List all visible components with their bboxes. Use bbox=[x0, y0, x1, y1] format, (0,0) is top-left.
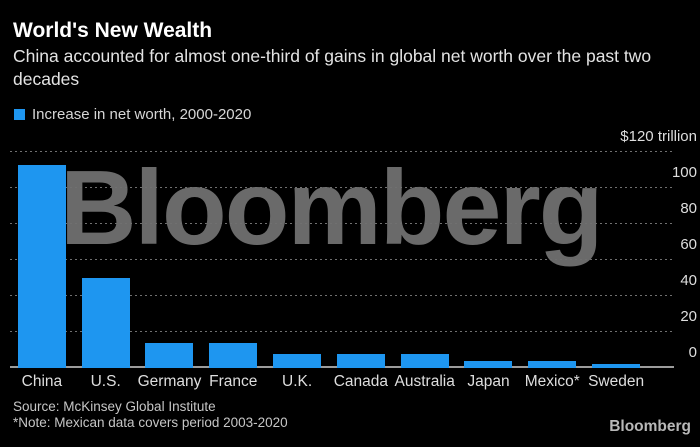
x-label-sweden: Sweden bbox=[588, 373, 645, 390]
y-tick-label-40: 40 bbox=[680, 272, 697, 289]
bar-canada bbox=[336, 353, 385, 368]
legend-label: Increase in net worth, 2000-2020 bbox=[32, 106, 252, 123]
x-label-uk: U.K. bbox=[282, 373, 313, 390]
x-label-us: U.S. bbox=[90, 373, 121, 390]
bar-column-mexico bbox=[520, 151, 584, 368]
source-block: Source: McKinsey Global Institute *Note:… bbox=[13, 399, 288, 430]
y-tick-label-20: 20 bbox=[680, 308, 697, 325]
bar-uk bbox=[273, 353, 322, 368]
bar-us bbox=[81, 278, 130, 368]
bloomberg-logo: Bloomberg bbox=[609, 418, 691, 435]
x-label-china: China bbox=[21, 373, 63, 390]
y-tick-label-100: 100 bbox=[671, 164, 697, 181]
bar-column-australia bbox=[393, 151, 457, 368]
bar-germany bbox=[145, 342, 194, 368]
legend-swatch-icon bbox=[14, 109, 25, 120]
bar-mexico bbox=[528, 360, 577, 368]
y-tick-label-60: 60 bbox=[680, 236, 697, 253]
bar-column-us bbox=[74, 151, 138, 368]
bar-column-germany bbox=[138, 151, 202, 368]
bar-column-sweden bbox=[584, 151, 648, 368]
x-label-france: France bbox=[209, 373, 258, 390]
bar-australia bbox=[400, 353, 449, 368]
bar-column-china bbox=[10, 151, 74, 368]
bar-china bbox=[17, 164, 66, 368]
gridline-20 bbox=[10, 331, 674, 332]
bar-sweden bbox=[592, 364, 641, 368]
x-label-canada: Canada bbox=[333, 373, 389, 390]
gridline-40 bbox=[10, 295, 674, 296]
bar-column-uk bbox=[265, 151, 329, 368]
bloomberg-watermark: Bloomberg bbox=[60, 149, 603, 267]
bar-column-japan bbox=[457, 151, 521, 368]
legend: Increase in net worth, 2000-2020 bbox=[14, 106, 251, 123]
gridline-60 bbox=[10, 259, 674, 260]
bar-column-canada bbox=[329, 151, 393, 368]
chart-title: World's New Wealth bbox=[13, 19, 213, 42]
bar-column-france bbox=[201, 151, 265, 368]
x-label-germany: Germany bbox=[137, 373, 202, 390]
note-text: *Note: Mexican data covers period 2003-2… bbox=[13, 414, 288, 430]
x-axis-labels: China U.S. Germany France U.K. Canada Australi… bbox=[10, 373, 648, 391]
bar-france bbox=[209, 342, 258, 368]
source-text: Source: McKinsey Global Institute bbox=[13, 399, 216, 414]
y-tick-label-120: $120 trillion bbox=[620, 128, 697, 145]
x-label-mexico: Mexico* bbox=[524, 373, 580, 390]
y-tick-label-80: 80 bbox=[680, 200, 697, 217]
x-label-japan: Japan bbox=[467, 373, 510, 390]
y-tick-label-0: 0 bbox=[688, 344, 697, 361]
bar-japan bbox=[464, 360, 513, 368]
chart-subtitle: China accounted for almost one-third of … bbox=[13, 46, 652, 89]
gridline-80 bbox=[10, 223, 674, 224]
gridline-100 bbox=[10, 187, 674, 188]
gridline-120 bbox=[10, 151, 674, 152]
plot-bars bbox=[10, 151, 648, 368]
x-label-australia: Australia bbox=[394, 373, 455, 390]
